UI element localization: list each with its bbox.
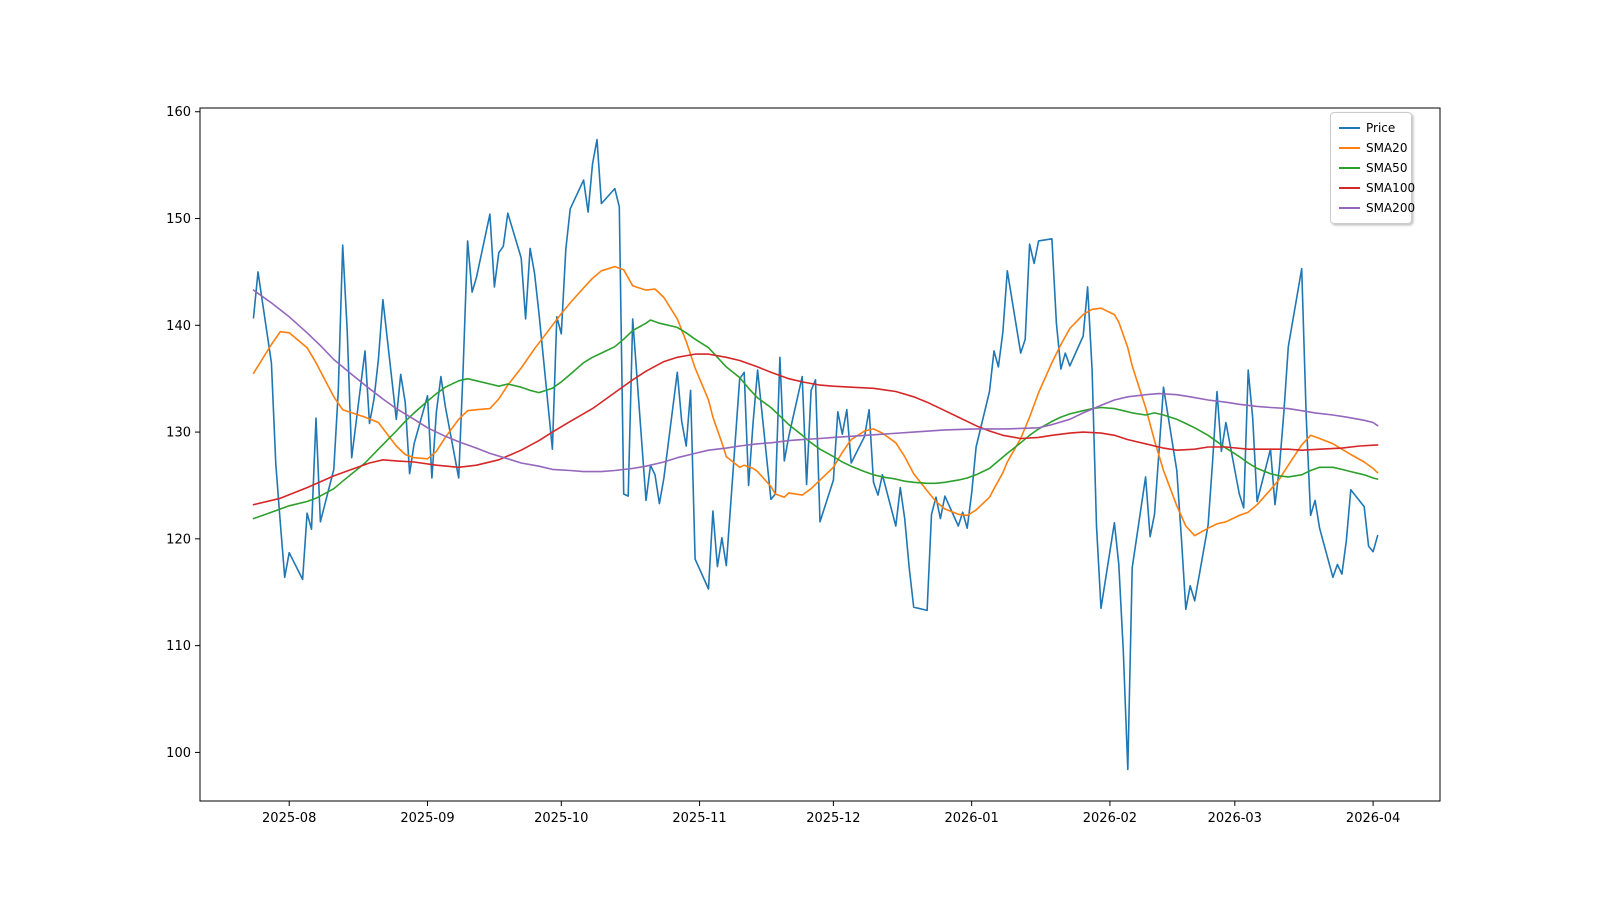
legend-item-price: Price <box>1339 118 1405 138</box>
legend-item-sma200: SMA200 <box>1339 198 1415 218</box>
y-tick-label: 130 <box>166 426 191 441</box>
sma100-line-swatch <box>1339 187 1360 189</box>
series-line-sma200 <box>252 289 1379 473</box>
y-tick-label: 150 <box>166 212 191 227</box>
y-tick-label: 100 <box>166 746 191 761</box>
x-tick-label: 2026-03 <box>1208 811 1262 826</box>
series-line-sma100 <box>252 353 1379 506</box>
x-tick-label: 2025-12 <box>806 811 860 826</box>
x-tick-label: 2025-11 <box>672 811 726 826</box>
sma200-line-swatch <box>1339 207 1360 209</box>
series-line-price <box>252 138 1379 771</box>
price-line-swatch <box>1339 127 1360 129</box>
sma50-line-swatch <box>1339 167 1360 169</box>
legend-label: SMA50 <box>1366 161 1408 175</box>
x-tick-label: 2026-01 <box>944 811 998 826</box>
y-tick-label: 110 <box>166 639 191 654</box>
legend-label: SMA20 <box>1366 141 1408 155</box>
legend-item-sma50: SMA50 <box>1339 158 1408 178</box>
x-tick-label: 2026-02 <box>1083 811 1137 826</box>
series-line-sma50 <box>252 319 1379 520</box>
legend-item-sma100: SMA100 <box>1339 178 1415 198</box>
y-tick-label: 160 <box>166 105 191 120</box>
x-tick-label: 2025-09 <box>400 811 454 826</box>
plot-frame <box>199 107 1441 802</box>
legend-item-sma20: SMA20 <box>1339 138 1408 158</box>
x-tick-label: 2026-04 <box>1346 811 1400 826</box>
x-tick-label: 2025-08 <box>262 811 316 826</box>
legend-label: SMA200 <box>1366 201 1416 215</box>
y-tick-label: 140 <box>166 319 191 334</box>
legend-label: Price <box>1366 121 1396 135</box>
legend-label: SMA100 <box>1366 181 1416 195</box>
x-tick-label: 2025-10 <box>534 811 588 826</box>
legend-box[interactable]: Price SMA20 SMA50 SMA100 SMA200 <box>1330 112 1415 224</box>
y-tick-label: 120 <box>166 532 191 547</box>
sma20-line-swatch <box>1339 147 1360 149</box>
